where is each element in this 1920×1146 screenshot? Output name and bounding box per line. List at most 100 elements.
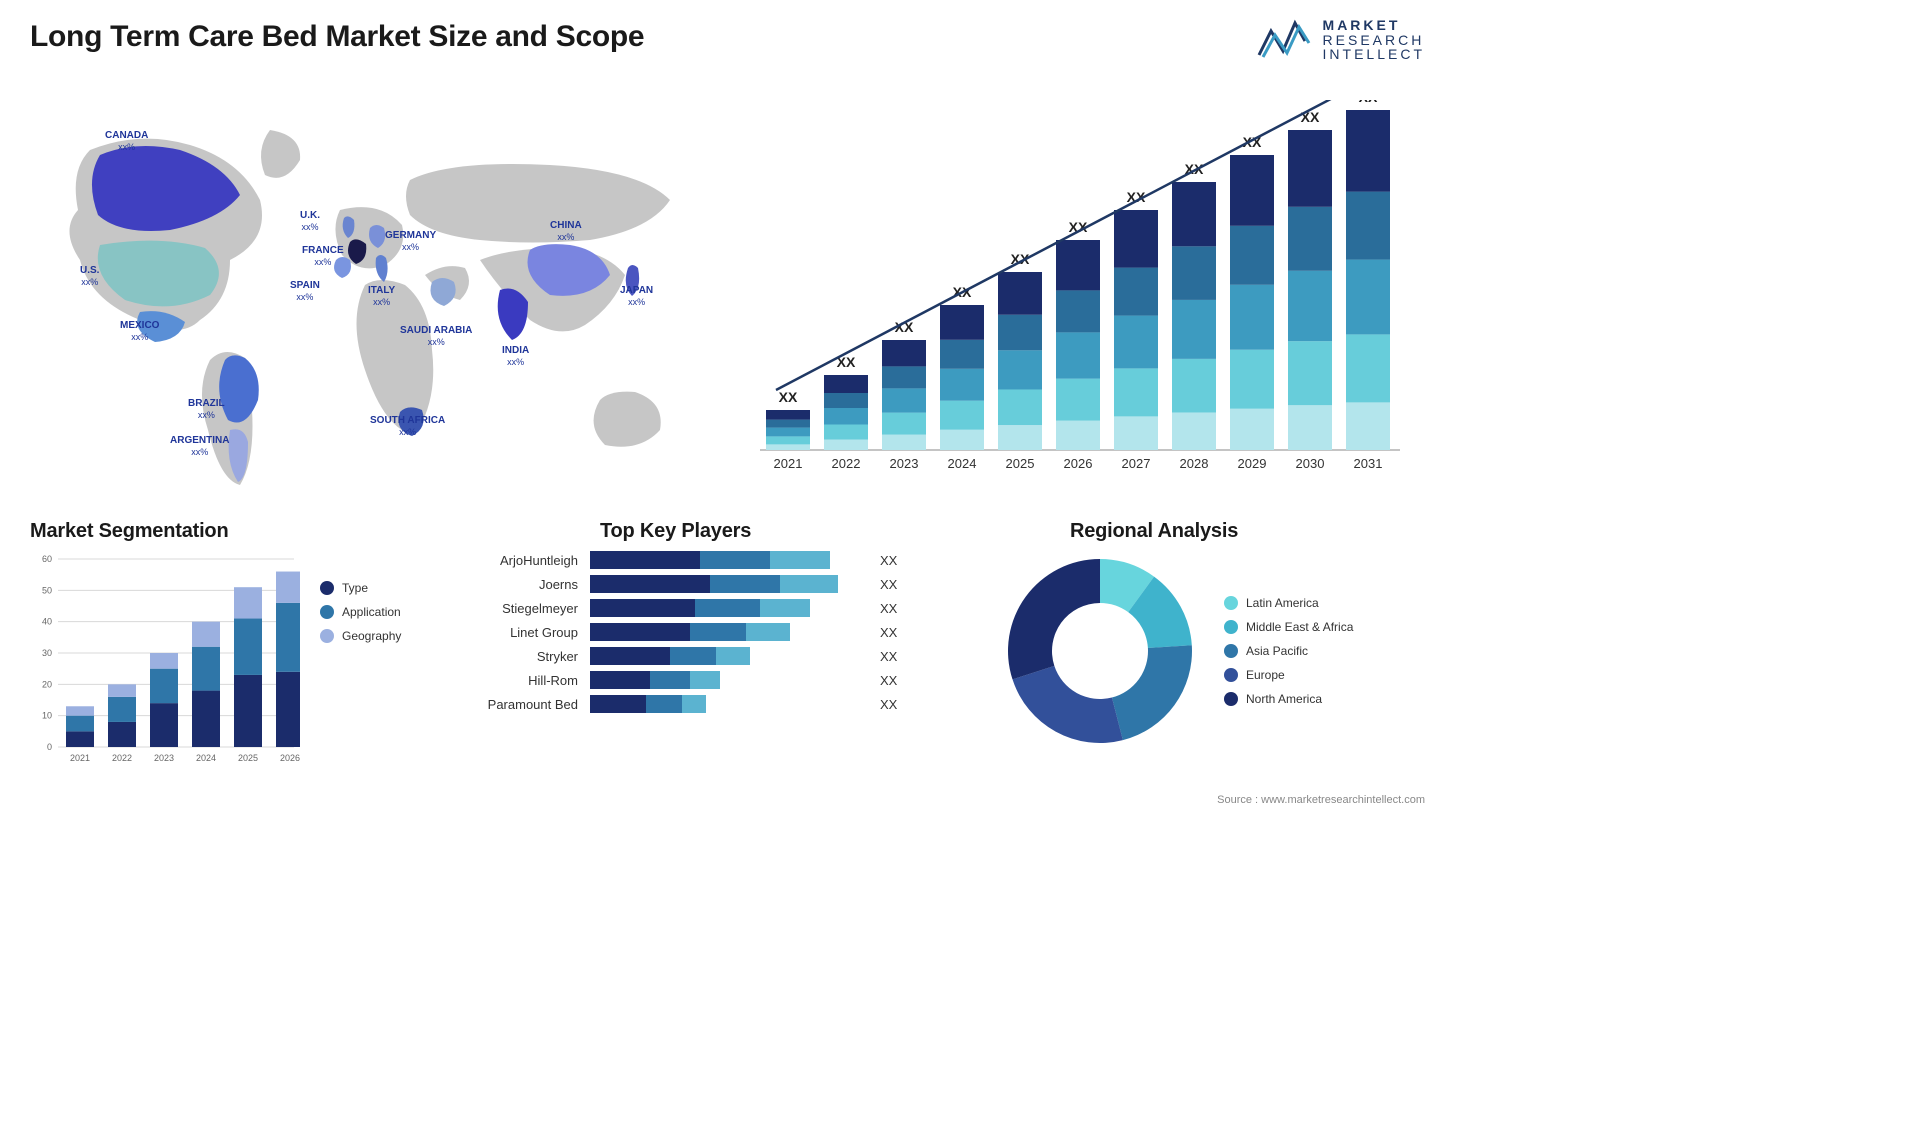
svg-text:2027: 2027 [1122, 456, 1151, 471]
country-pct: xx% [188, 410, 225, 421]
country-label: SPAINxx% [290, 280, 320, 303]
country-label: SOUTH AFRICAxx% [370, 415, 445, 438]
player-bar-segment [695, 599, 760, 617]
player-bar-segment [590, 647, 670, 665]
svg-text:2024: 2024 [196, 753, 216, 763]
player-row: ArjoHuntleigh XX [480, 551, 980, 569]
logo-line-3: INTELLECT [1323, 47, 1425, 62]
legend-label: Geography [342, 629, 401, 643]
country-pct: xx% [550, 232, 582, 243]
legend-item: Type [320, 581, 401, 595]
svg-text:2031: 2031 [1354, 456, 1383, 471]
country-pct: xx% [170, 447, 229, 458]
player-bar [590, 695, 870, 713]
player-bar [590, 599, 870, 617]
svg-text:30: 30 [42, 648, 52, 658]
segmentation-chart: 0102030405060202120222023202420252026 [30, 551, 300, 771]
player-bar-segment [590, 671, 650, 689]
svg-text:2022: 2022 [112, 753, 132, 763]
regional-panel: Regional Analysis Latin America Middle Ea… [1000, 520, 1430, 780]
player-bar-segment [590, 599, 695, 617]
player-bar-segment [670, 647, 716, 665]
svg-text:2030: 2030 [1296, 456, 1325, 471]
player-name: Hill-Rom [480, 673, 590, 688]
svg-text:2028: 2028 [1180, 456, 1209, 471]
svg-text:XX: XX [779, 389, 798, 405]
country-pct: xx% [368, 297, 395, 308]
players-title: Top Key Players [600, 520, 980, 543]
svg-text:2026: 2026 [1064, 456, 1093, 471]
country-name: ITALY [368, 285, 395, 296]
svg-text:40: 40 [42, 617, 52, 627]
country-name: CHINA [550, 220, 582, 231]
player-bar-segment [700, 551, 770, 569]
legend-item: Asia Pacific [1224, 644, 1353, 658]
legend-label: Asia Pacific [1246, 644, 1308, 658]
svg-text:2021: 2021 [774, 456, 803, 471]
country-label: GERMANYxx% [385, 230, 436, 253]
player-row: StiegelmeyerXX [480, 599, 980, 617]
legend-label: Type [342, 581, 368, 595]
legend-item: Middle East & Africa [1224, 620, 1353, 634]
player-bar-segment [770, 551, 830, 569]
player-value: XX [880, 553, 897, 568]
country-pct: xx% [385, 242, 436, 253]
country-pct: xx% [120, 332, 159, 343]
country-label: CHINAxx% [550, 220, 582, 243]
player-bar-segment [690, 671, 720, 689]
legend-swatch [320, 605, 334, 619]
country-pct: xx% [105, 142, 148, 153]
legend-item: Latin America [1224, 596, 1353, 610]
player-name: ArjoHuntleigh [480, 553, 590, 568]
country-pct: xx% [300, 222, 320, 233]
player-bar [590, 623, 870, 641]
player-value: XX [880, 577, 897, 592]
country-name: CANADA [105, 130, 148, 141]
country-label: SAUDI ARABIAxx% [400, 325, 472, 348]
player-name: Joerns [480, 577, 590, 592]
player-bar-segment [650, 671, 690, 689]
player-bar-segment [590, 551, 700, 569]
country-name: BRAZIL [188, 398, 225, 409]
players-chart: ArjoHuntleigh XX Joerns XX StiegelmeyerXX Lin… [480, 551, 980, 713]
segmentation-panel: Market Segmentation 01020304050602021202… [30, 520, 450, 780]
player-bar-segment [780, 575, 838, 593]
player-bar-segment [760, 599, 810, 617]
country-name: U.S. [80, 265, 99, 276]
legend-item: North America [1224, 692, 1353, 706]
player-row: Paramount BedXX [480, 695, 980, 713]
country-label: ARGENTINAxx% [170, 435, 229, 458]
player-row: Joerns XX [480, 575, 980, 593]
country-label: U.K.xx% [300, 210, 320, 233]
player-row: Linet GroupXX [480, 623, 980, 641]
player-bar [590, 551, 870, 569]
country-label: BRAZILxx% [188, 398, 225, 421]
legend-swatch [1224, 668, 1238, 682]
country-pct: xx% [80, 277, 99, 288]
player-value: XX [880, 649, 897, 664]
legend-swatch [1224, 644, 1238, 658]
logo-icon [1257, 19, 1313, 61]
svg-text:2026: 2026 [280, 753, 300, 763]
legend-label: Europe [1246, 668, 1285, 682]
player-value: XX [880, 625, 897, 640]
legend-item: Geography [320, 629, 401, 643]
source-attribution: Source : www.marketresearchintellect.com [1217, 794, 1425, 806]
player-name: Paramount Bed [480, 697, 590, 712]
growth-chart: XX2021XX2022XX2023XX2024XX2025XX2026XX20… [760, 100, 1400, 480]
legend-label: North America [1246, 692, 1322, 706]
svg-text:XX: XX [1301, 109, 1320, 125]
players-panel: Top Key Players ArjoHuntleigh XX Joerns XX S… [480, 520, 980, 780]
country-label: ITALYxx% [368, 285, 395, 308]
regional-title: Regional Analysis [1070, 520, 1430, 543]
svg-text:2025: 2025 [238, 753, 258, 763]
player-bar-segment [590, 623, 690, 641]
svg-text:2023: 2023 [154, 753, 174, 763]
player-bar [590, 575, 870, 593]
country-label: U.S.xx% [80, 265, 99, 288]
segmentation-title: Market Segmentation [30, 520, 450, 543]
player-bar-segment [746, 623, 790, 641]
svg-text:2024: 2024 [948, 456, 977, 471]
legend-swatch [1224, 620, 1238, 634]
world-map-panel: CANADAxx%U.S.xx%MEXICOxx%BRAZILxx%ARGENT… [30, 90, 710, 490]
